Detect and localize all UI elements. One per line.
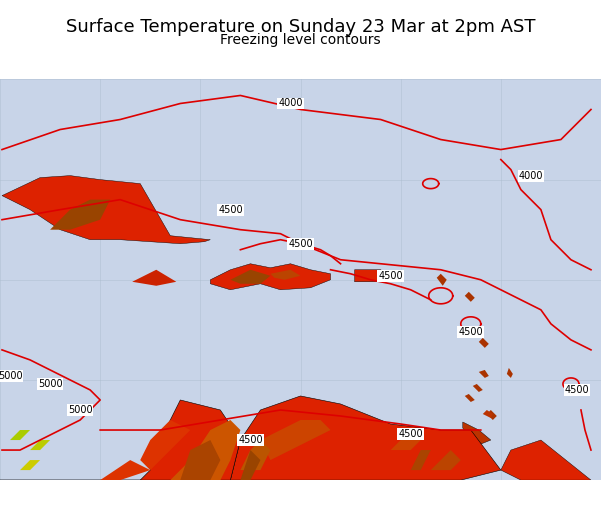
Polygon shape	[132, 270, 176, 286]
Polygon shape	[487, 410, 497, 420]
Polygon shape	[260, 420, 331, 460]
Text: Surface Temperature on Sunday 23 Mar at 2pm AST: Surface Temperature on Sunday 23 Mar at …	[66, 18, 535, 36]
Polygon shape	[100, 460, 150, 480]
Polygon shape	[410, 450, 431, 470]
Text: 4500: 4500	[288, 239, 313, 249]
Text: 4000: 4000	[519, 171, 543, 180]
Polygon shape	[391, 430, 421, 450]
Text: 4500: 4500	[565, 385, 589, 395]
Polygon shape	[437, 274, 447, 286]
Text: 4500: 4500	[218, 205, 243, 215]
Text: 4500: 4500	[379, 271, 403, 281]
Text: 5000: 5000	[68, 405, 93, 415]
Polygon shape	[473, 384, 483, 392]
Polygon shape	[230, 270, 270, 284]
Polygon shape	[30, 440, 50, 450]
Polygon shape	[140, 420, 191, 470]
Polygon shape	[50, 200, 110, 229]
Polygon shape	[170, 420, 240, 480]
Text: 4500: 4500	[238, 435, 263, 445]
Polygon shape	[10, 430, 30, 440]
Polygon shape	[463, 422, 491, 444]
Polygon shape	[270, 270, 300, 280]
Polygon shape	[2, 176, 210, 244]
Polygon shape	[0, 400, 240, 480]
Text: 5000: 5000	[0, 371, 22, 381]
Text: 4000: 4000	[278, 99, 303, 108]
Polygon shape	[465, 394, 475, 402]
Polygon shape	[483, 410, 493, 418]
Text: 4500: 4500	[398, 429, 423, 439]
Text: 4500: 4500	[459, 327, 483, 337]
Polygon shape	[240, 440, 270, 470]
Polygon shape	[180, 440, 221, 480]
Text: 5000: 5000	[38, 379, 63, 389]
Polygon shape	[355, 270, 391, 282]
Polygon shape	[465, 292, 475, 302]
Polygon shape	[501, 440, 591, 480]
Polygon shape	[240, 450, 260, 480]
Polygon shape	[210, 264, 331, 290]
Polygon shape	[507, 368, 513, 378]
Polygon shape	[431, 450, 461, 470]
Polygon shape	[479, 338, 489, 348]
Polygon shape	[230, 396, 501, 480]
Polygon shape	[479, 370, 489, 378]
Polygon shape	[20, 460, 40, 470]
Text: Freezing level contours: Freezing level contours	[220, 33, 381, 47]
